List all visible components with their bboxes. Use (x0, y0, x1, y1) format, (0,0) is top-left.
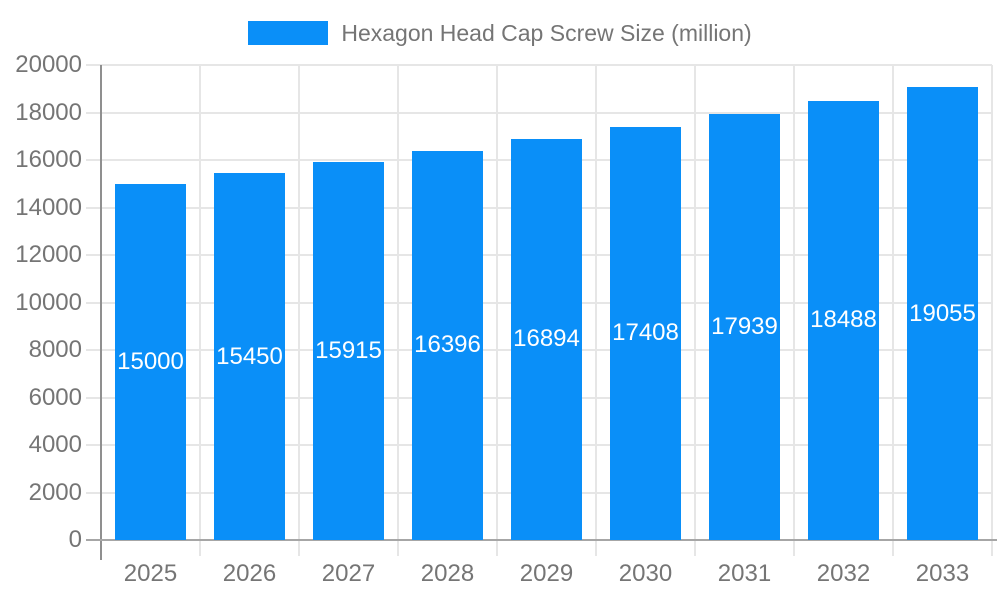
bar: 15000 (115, 183, 186, 540)
x-tick (496, 540, 498, 556)
x-gridline (298, 65, 300, 540)
x-axis-label: 2026 (222, 560, 277, 587)
bar: 19055 (907, 87, 978, 540)
bar: 17939 (709, 113, 780, 540)
bar-value-label: 15450 (216, 342, 283, 370)
y-tick (86, 491, 101, 494)
y-tick (86, 301, 101, 304)
y-axis-label: 12000 (15, 241, 82, 268)
bar: 15915 (313, 162, 384, 540)
y-tick (86, 396, 101, 399)
x-axis-label: 2033 (915, 560, 970, 587)
y-axis-label: 6000 (28, 383, 82, 411)
bar: 16894 (511, 138, 582, 540)
bar-value-label: 17939 (711, 312, 778, 340)
x-axis-label: 2028 (420, 560, 475, 587)
x-tick (595, 540, 597, 556)
bar: 17408 (610, 126, 681, 540)
y-axis-label: 18000 (15, 98, 82, 126)
y-axis-label: 16000 (15, 146, 82, 173)
y-gridline (101, 64, 992, 66)
x-axis-label: 2029 (519, 560, 574, 587)
y-tick (86, 444, 101, 446)
y-tick (86, 349, 101, 351)
x-gridline (199, 65, 201, 540)
y-axis-line (100, 65, 102, 560)
x-tick (298, 540, 300, 556)
x-tick (892, 540, 894, 556)
x-axis-line (86, 539, 997, 541)
x-gridline (397, 65, 399, 540)
y-gridline (101, 111, 992, 114)
x-gridline (892, 65, 894, 540)
x-tick (793, 540, 795, 556)
bar: 18488 (808, 100, 879, 540)
legend-swatch-icon (248, 21, 329, 45)
x-axis-label: 2025 (123, 560, 178, 587)
y-tick (86, 64, 101, 66)
y-axis-label: 0 (68, 526, 82, 553)
y-axis-label: 4000 (28, 431, 82, 458)
bar-value-label: 18488 (810, 306, 877, 334)
y-axis-label: 14000 (15, 193, 82, 221)
bar-value-label: 16396 (414, 331, 481, 359)
y-axis-label: 20000 (15, 51, 82, 78)
y-tick (86, 254, 101, 256)
bar-value-label: 19055 (909, 299, 976, 327)
bar: 15450 (214, 173, 285, 540)
x-gridline (793, 65, 795, 540)
y-tick (86, 206, 101, 209)
bar-value-label: 15000 (117, 347, 184, 375)
legend-label: Hexagon Head Cap Screw Size (million) (341, 20, 752, 46)
x-gridline (694, 65, 696, 540)
bar: 16396 (412, 150, 483, 540)
y-axis-label: 8000 (28, 336, 82, 363)
bar-value-label: 16894 (513, 325, 580, 353)
x-gridline (496, 65, 498, 540)
x-axis-label: 2030 (618, 560, 673, 587)
x-axis-label: 2027 (321, 560, 376, 587)
x-axis-label: 2032 (816, 560, 871, 587)
y-tick (86, 111, 101, 114)
bar-value-label: 15915 (315, 337, 382, 364)
x-tick (199, 540, 201, 556)
legend[interactable]: Hexagon Head Cap Screw Size (million) (0, 18, 1000, 48)
x-gridline (595, 65, 597, 540)
y-axis-label: 10000 (15, 288, 82, 316)
y-tick (86, 159, 101, 161)
y-axis-label: 2000 (28, 478, 82, 506)
x-tick (694, 540, 696, 556)
x-gridline (991, 65, 993, 540)
bar-value-label: 17408 (612, 319, 679, 347)
x-axis-label: 2031 (717, 560, 772, 587)
x-tick (397, 540, 399, 556)
x-tick (991, 540, 993, 556)
